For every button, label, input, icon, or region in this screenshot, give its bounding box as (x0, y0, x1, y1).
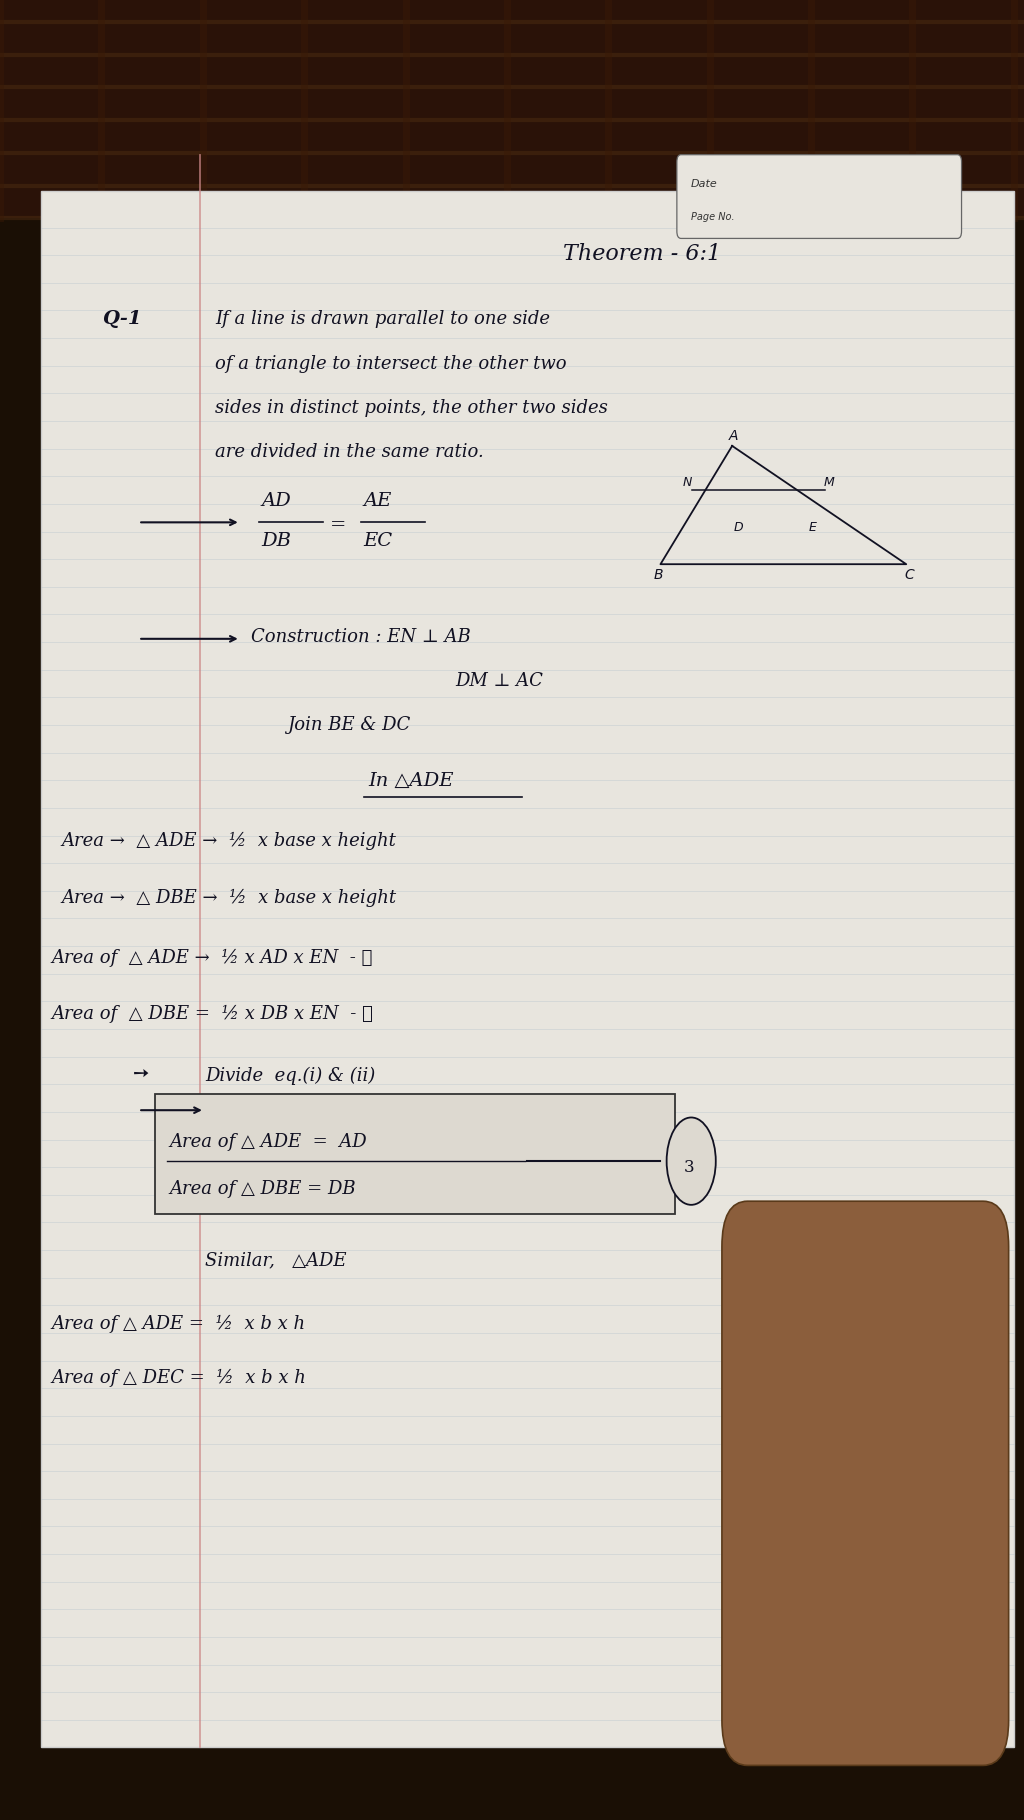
Text: Q-1: Q-1 (102, 309, 142, 328)
Text: Construction : EN ⊥ AB: Construction : EN ⊥ AB (251, 628, 471, 646)
Circle shape (667, 1117, 716, 1205)
FancyBboxPatch shape (722, 1201, 1009, 1765)
Text: ➙: ➙ (133, 1065, 150, 1083)
Text: Page No.: Page No. (691, 213, 735, 222)
Text: are divided in the same ratio.: are divided in the same ratio. (215, 442, 483, 460)
Text: AD: AD (261, 491, 291, 510)
FancyBboxPatch shape (155, 1094, 675, 1214)
Text: D: D (733, 522, 742, 535)
FancyBboxPatch shape (677, 155, 962, 238)
Text: If a line is drawn parallel to one side: If a line is drawn parallel to one side (215, 309, 550, 328)
Bar (41, 191, 1014, 1747)
Text: DB: DB (261, 531, 291, 550)
Bar (0, 0, 1024, 218)
Text: Area of △ DBE = DB: Area of △ DBE = DB (169, 1179, 355, 1198)
Text: Area of △ DEC =  ½  x b x h: Area of △ DEC = ½ x b x h (51, 1369, 306, 1387)
Text: 3: 3 (684, 1159, 694, 1176)
Text: DM ⊥ AC: DM ⊥ AC (456, 672, 544, 690)
Text: Area →  △ DBE →  ½  x base x height: Area → △ DBE → ½ x base x height (61, 888, 396, 906)
Text: Similar,   △ADE: Similar, △ADE (205, 1250, 346, 1269)
Text: Area of  △ ADE →  ½ x AD x EN  - ①: Area of △ ADE → ½ x AD x EN - ① (51, 948, 373, 966)
Text: Theorem - 6:1: Theorem - 6:1 (563, 244, 721, 266)
Text: Date: Date (691, 180, 718, 189)
Text: Area of  △ DBE =  ½ x DB x EN  - ②: Area of △ DBE = ½ x DB x EN - ② (51, 1005, 373, 1023)
Text: C: C (904, 568, 914, 582)
Text: EC: EC (364, 531, 392, 550)
Text: M: M (823, 477, 834, 490)
Text: N: N (683, 477, 692, 490)
Text: Area →  △ ADE →  ½  x base x height: Area → △ ADE → ½ x base x height (61, 832, 396, 850)
Text: E: E (809, 522, 817, 535)
Text: AE: AE (364, 491, 392, 510)
Text: A: A (729, 430, 738, 444)
Text: Area of △ ADE  =  AD: Area of △ ADE = AD (169, 1132, 367, 1150)
Text: of a triangle to intersect the other two: of a triangle to intersect the other two (215, 355, 566, 373)
Text: =: = (330, 515, 346, 533)
Text: B: B (653, 568, 663, 582)
Text: sides in distinct points, the other two sides: sides in distinct points, the other two … (215, 399, 608, 417)
Text: Area of △ ADE =  ½  x b x h: Area of △ ADE = ½ x b x h (51, 1314, 305, 1332)
Text: Divide  eq.(i) & (ii): Divide eq.(i) & (ii) (205, 1067, 375, 1085)
Text: Join BE & DC: Join BE & DC (287, 715, 410, 733)
Text: In △ADE: In △ADE (369, 772, 454, 790)
